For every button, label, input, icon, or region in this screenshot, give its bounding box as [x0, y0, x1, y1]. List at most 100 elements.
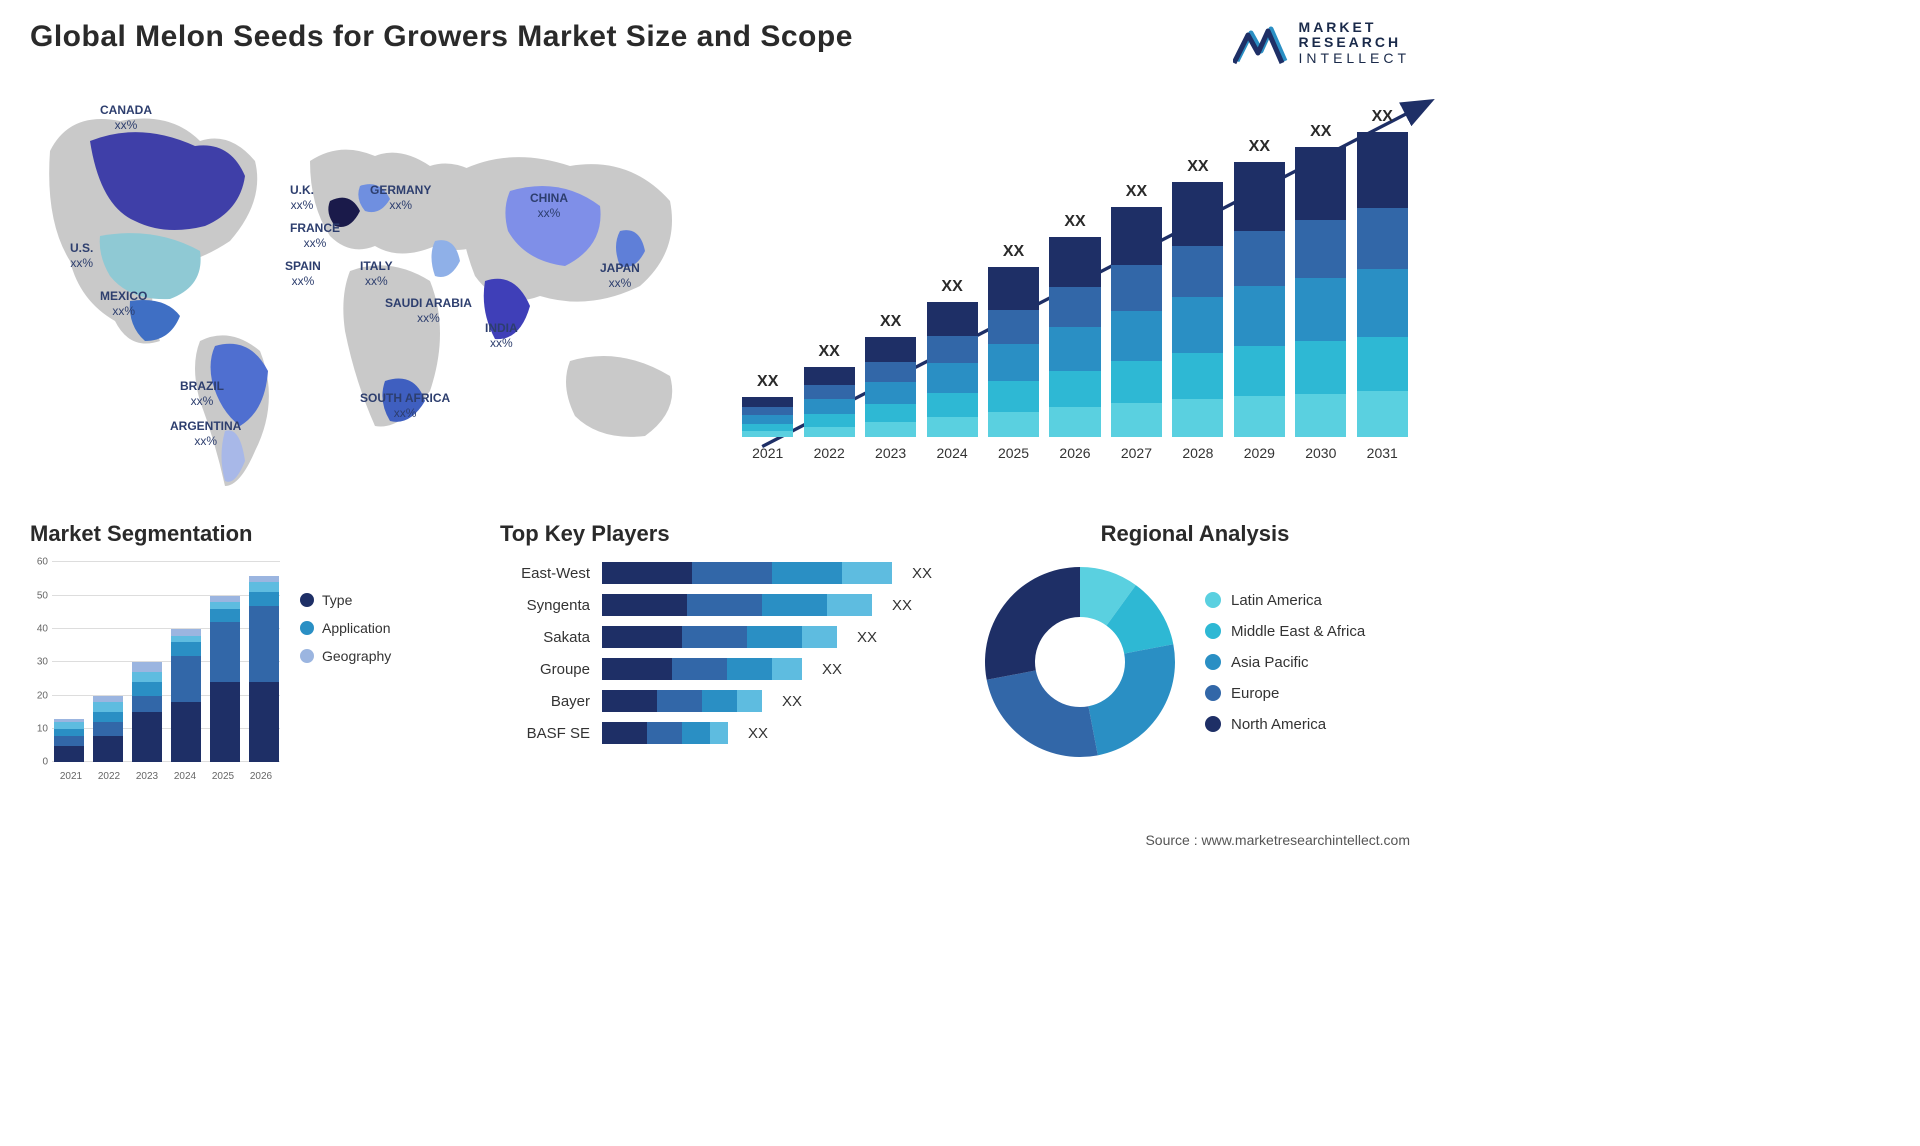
kp-label: East-West: [500, 565, 590, 582]
legend-dot-icon: [300, 593, 314, 607]
source-attribution: Source : www.marketresearchintellect.com: [1145, 832, 1410, 848]
kp-row-east-west: East-WestXX: [500, 562, 940, 584]
growth-year-label: 2028: [1182, 445, 1213, 461]
kp-row-groupe: GroupeXX: [500, 658, 940, 680]
seg-ytick: 60: [37, 557, 48, 568]
kp-value-label: XX: [892, 597, 912, 614]
regional-title: Regional Analysis: [980, 521, 1410, 547]
growth-chart: XX2021XX2022XX2023XX2024XX2025XX2026XX20…: [740, 91, 1410, 491]
growth-value-label: XX: [757, 373, 778, 391]
segmentation-legend: Type Application Geography: [300, 562, 391, 782]
seg-bar-2026: [249, 576, 279, 763]
logo-line3: INTELLECT: [1299, 51, 1410, 66]
growth-year-label: 2021: [752, 445, 783, 461]
kp-label: Groupe: [500, 661, 590, 678]
growth-value-label: XX: [1310, 123, 1331, 141]
map-label-mexico: MEXICOxx%: [100, 289, 147, 318]
legend-dot-icon: [300, 649, 314, 663]
growth-bar-2031: XX 2031: [1355, 108, 1410, 461]
growth-bar-2022: XX 2022: [801, 343, 856, 461]
ra-legend-label: North America: [1231, 716, 1326, 733]
growth-value-label: XX: [1187, 158, 1208, 176]
legend-dot-icon: [300, 621, 314, 635]
growth-bar-2023: XX 2023: [863, 313, 918, 461]
growth-bar-2028: XX 2028: [1170, 158, 1225, 461]
seg-legend-item: Application: [300, 620, 391, 636]
seg-xtick: 2023: [136, 771, 158, 782]
map-label-canada: CANADAxx%: [100, 103, 152, 132]
kp-value-label: XX: [782, 693, 802, 710]
key-players-title: Top Key Players: [500, 521, 940, 547]
map-label-argentina: ARGENTINAxx%: [170, 419, 241, 448]
regional-legend: Latin America Middle East & Africa Asia Pa…: [1205, 592, 1365, 733]
kp-bar: [602, 690, 762, 712]
kp-bar: [602, 722, 728, 744]
world-map-panel: CANADAxx% U.S.xx% MEXICOxx% BRAZILxx% ARGENT…: [30, 91, 710, 491]
growth-value-label: XX: [941, 278, 962, 296]
map-label-u-k-: U.K.xx%: [290, 183, 314, 212]
segmentation-panel: Market Segmentation 0102030405060 202120…: [30, 521, 460, 782]
seg-ytick: 50: [37, 590, 48, 601]
kp-bar: [602, 626, 837, 648]
seg-ytick: 10: [37, 723, 48, 734]
growth-bar-2026: XX2026: [1047, 213, 1102, 461]
seg-xtick: 2021: [60, 771, 82, 782]
map-label-japan: JAPANxx%: [600, 261, 640, 290]
seg-xtick: 2024: [174, 771, 196, 782]
growth-bar-2025: XX2025: [986, 243, 1041, 461]
seg-ytick: 20: [37, 690, 48, 701]
map-label-u-s-: U.S.xx%: [70, 241, 93, 270]
growth-year-label: 2031: [1367, 445, 1398, 461]
map-label-south-africa: SOUTH AFRICAxx%: [360, 391, 450, 420]
key-players-panel: Top Key Players East-WestXXSyngentaXXSak…: [500, 521, 940, 782]
growth-value-label: XX: [1003, 243, 1024, 261]
growth-value-label: XX: [1064, 213, 1085, 231]
growth-value-label: XX: [1249, 138, 1270, 156]
growth-bar-2027: XX2027: [1109, 183, 1164, 461]
legend-dot-icon: [1205, 654, 1221, 670]
ra-legend-label: Europe: [1231, 685, 1279, 702]
seg-xtick: 2026: [250, 771, 272, 782]
donut-slice-north-america: [985, 567, 1080, 680]
growth-value-label: XX: [880, 313, 901, 331]
ra-legend-item: Europe: [1205, 685, 1365, 702]
legend-dot-icon: [1205, 623, 1221, 639]
map-label-india: INDIAxx%: [485, 321, 518, 350]
map-label-brazil: BRAZILxx%: [180, 379, 224, 408]
growth-value-label: XX: [1126, 183, 1147, 201]
kp-label: Sakata: [500, 629, 590, 646]
segmentation-title: Market Segmentation: [30, 521, 460, 547]
map-label-spain: SPAINxx%: [285, 259, 321, 288]
seg-legend-item: Geography: [300, 648, 391, 664]
growth-year-label: 2024: [937, 445, 968, 461]
growth-value-label: XX: [819, 343, 840, 361]
kp-bar: [602, 658, 802, 680]
growth-year-label: 2022: [814, 445, 845, 461]
growth-year-label: 2023: [875, 445, 906, 461]
donut-slice-europe: [987, 671, 1098, 758]
map-label-italy: ITALYxx%: [360, 259, 393, 288]
seg-xtick: 2022: [98, 771, 120, 782]
growth-value-label: XX: [1372, 108, 1393, 126]
logo-icon: [1233, 21, 1289, 65]
seg-bar-2023: [132, 662, 162, 762]
ra-legend-label: Asia Pacific: [1231, 654, 1309, 671]
seg-ytick: 0: [42, 757, 48, 768]
legend-dot-icon: [1205, 685, 1221, 701]
ra-legend-item: North America: [1205, 716, 1365, 733]
growth-bar-2024: XX 2024: [924, 278, 979, 461]
seg-legend-label: Type: [322, 592, 352, 608]
seg-legend-item: Type: [300, 592, 391, 608]
kp-row-syngenta: Syngenta XX: [500, 594, 940, 616]
regional-donut: [980, 562, 1180, 762]
ra-legend-item: Asia Pacific: [1205, 654, 1365, 671]
ra-legend-item: Latin America: [1205, 592, 1365, 609]
kp-label: Syngenta: [500, 597, 590, 614]
legend-dot-icon: [1205, 716, 1221, 732]
seg-bar-2021: [54, 719, 84, 762]
ra-legend-label: Middle East & Africa: [1231, 623, 1365, 640]
header: Global Melon Seeds for Growers Market Si…: [30, 20, 1410, 66]
bottom-row: Market Segmentation 0102030405060 202120…: [30, 521, 1410, 782]
growth-year-label: 2029: [1244, 445, 1275, 461]
logo-line1: MARKET: [1299, 20, 1410, 35]
